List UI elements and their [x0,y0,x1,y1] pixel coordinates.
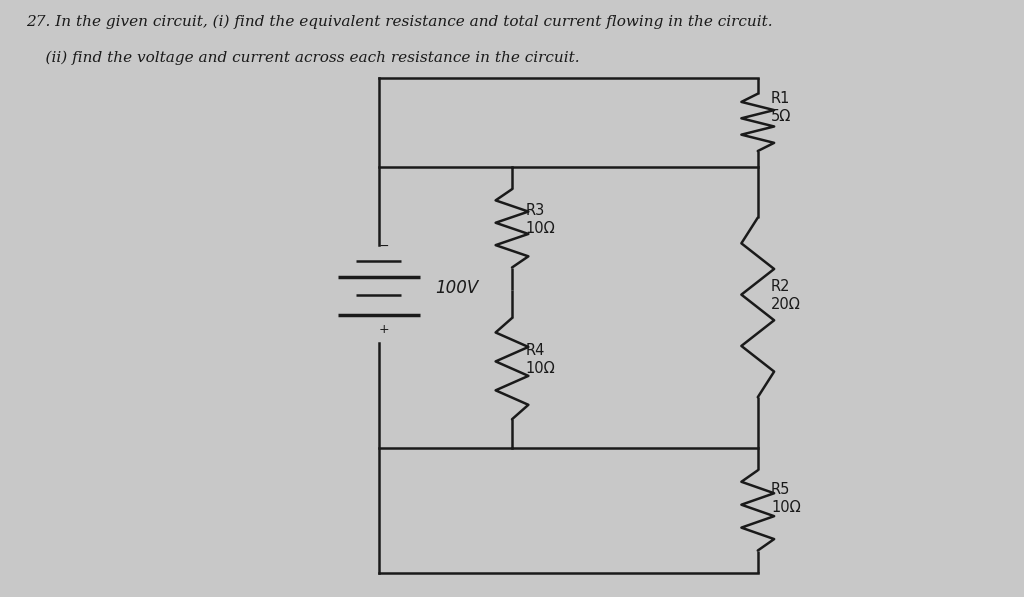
Text: R2
20Ω: R2 20Ω [771,279,801,312]
Text: (ii) find the voltage and current across each resistance in the circuit.: (ii) find the voltage and current across… [26,51,580,65]
Text: R4
10Ω: R4 10Ω [525,343,555,376]
Text: R3
10Ω: R3 10Ω [525,203,555,236]
Text: R1
5Ω: R1 5Ω [771,91,792,124]
Text: 100V: 100V [435,279,478,297]
Text: 27. In the given circuit, (i) find the equivalent resistance and total current f: 27. In the given circuit, (i) find the e… [26,15,772,29]
Text: −: − [379,239,389,253]
Text: +: + [379,323,389,336]
Text: R5
10Ω: R5 10Ω [771,482,801,515]
